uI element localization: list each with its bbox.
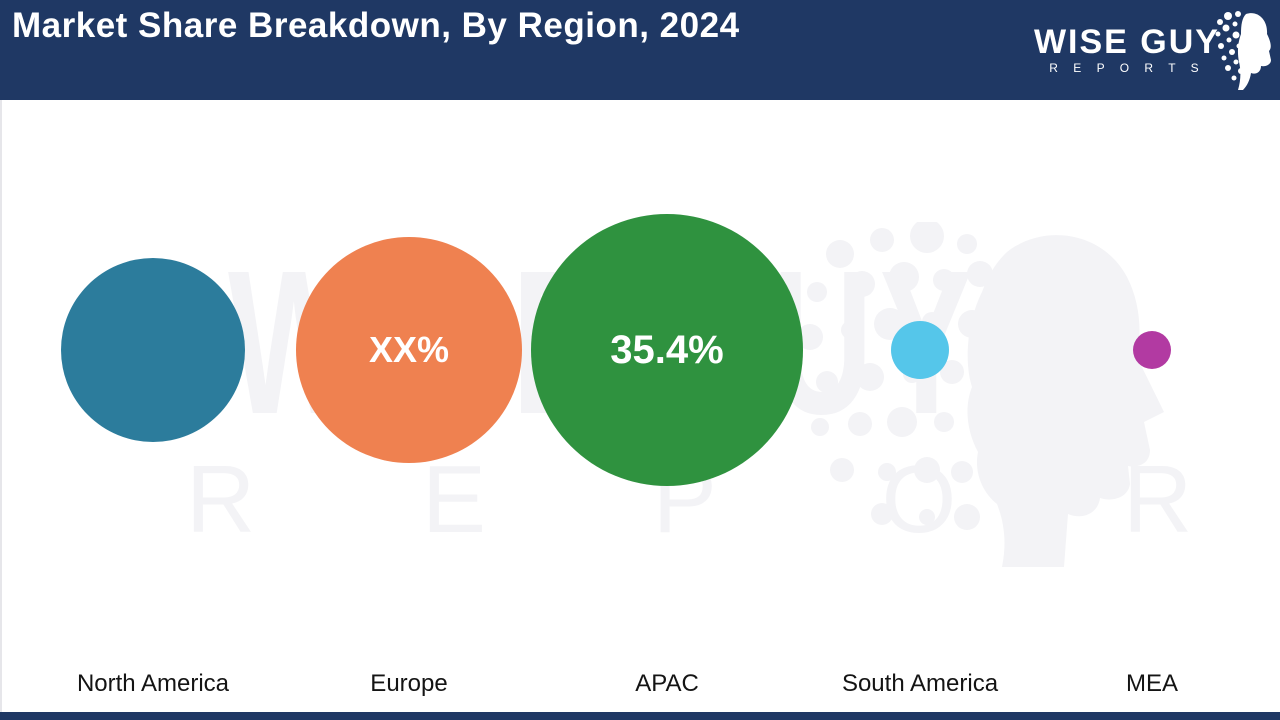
brand-subtitle: R E P O R T S — [1049, 61, 1205, 76]
category-label-mea: MEA — [1125, 670, 1179, 697]
page-title: Market Share Breakdown, By Region, 2024 — [12, 6, 740, 45]
header-bar: Market Share Breakdown, By Region, 2024 … — [0, 0, 1280, 100]
bubble-south-america — [891, 321, 949, 379]
plot-left-border — [0, 100, 2, 712]
footer-stripe — [0, 712, 1280, 720]
bubble-europe: XX% — [296, 237, 522, 463]
bubble-value-label: 35.4% — [610, 327, 724, 372]
brand-name: WISE GUY — [1033, 22, 1220, 61]
brand-logo: WISE GUY R E P O R T S — [1034, 6, 1272, 94]
category-label-apac: APAC — [635, 670, 699, 697]
head-watermark-icon — [797, 222, 1164, 567]
category-label-europe: Europe — [370, 670, 448, 697]
bubble-mea — [1133, 331, 1171, 369]
brand-logo-text: WISE GUY R E P O R T S — [1033, 22, 1220, 76]
category-label-south-america: South America — [841, 670, 999, 697]
wiseguy-head-icon — [1215, 11, 1271, 90]
bubble-north-america — [61, 258, 245, 442]
bubble-value-label: XX% — [368, 329, 450, 370]
category-label-north-america: North America — [76, 670, 230, 697]
bubble-apac: 35.4% — [531, 214, 803, 486]
